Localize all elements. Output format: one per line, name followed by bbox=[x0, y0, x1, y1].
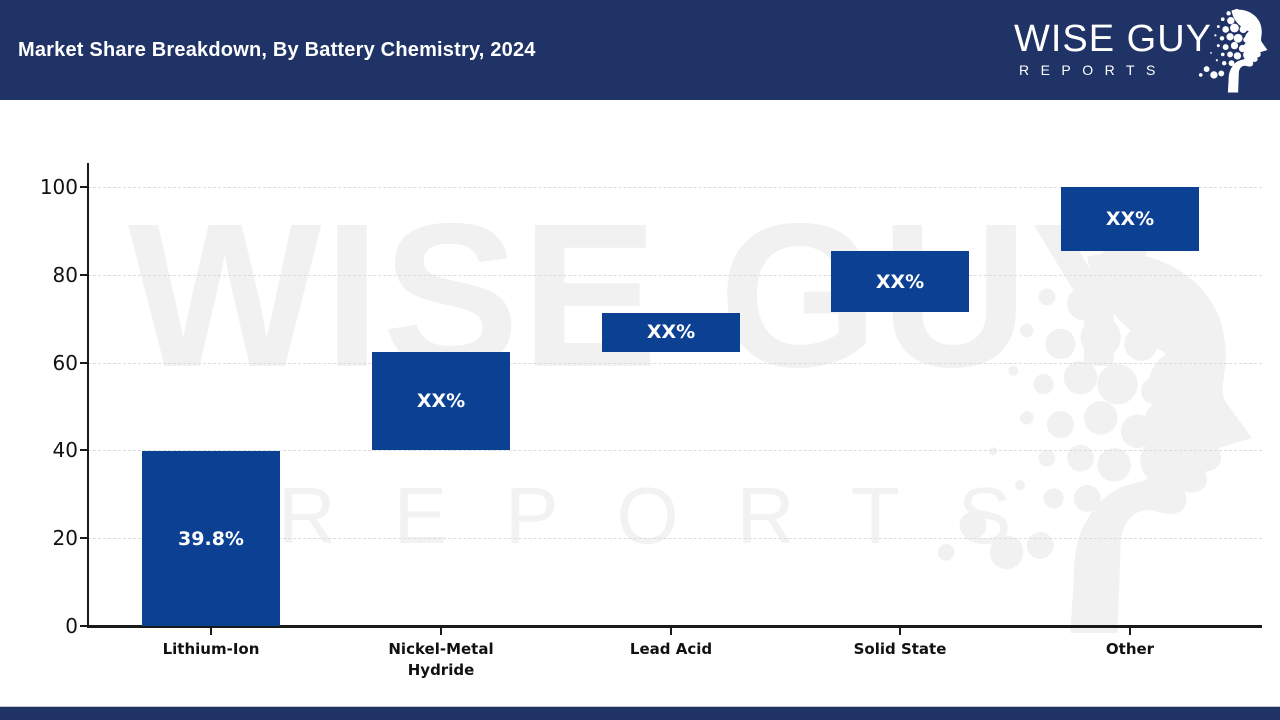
x-category-label: Lead Acid bbox=[629, 640, 713, 658]
y-tick-mark bbox=[80, 273, 88, 276]
x-tick-mark bbox=[210, 628, 212, 635]
x-tick-mark bbox=[440, 628, 442, 635]
y-tick-mark bbox=[80, 537, 88, 540]
bar-value-label: XX% bbox=[1105, 208, 1155, 231]
y-tick-label: 100 bbox=[39, 175, 78, 199]
y-tick-label: 20 bbox=[52, 526, 78, 551]
logo-subtext: REPORTS bbox=[1018, 61, 1167, 78]
y-gridline bbox=[88, 362, 1262, 364]
bar-lead-acid: XX% bbox=[602, 312, 740, 352]
y-axis bbox=[87, 163, 89, 628]
bar-nickel-metal-hydride: XX% bbox=[372, 351, 510, 451]
wiseguy-logo: WISE GUY REPORTS bbox=[1014, 6, 1270, 94]
bar-other: XX% bbox=[1061, 187, 1199, 252]
y-tick-label: 80 bbox=[52, 262, 78, 287]
y-tick-mark bbox=[80, 625, 88, 627]
y-tick-mark bbox=[80, 449, 88, 452]
y-tick-label: 60 bbox=[52, 350, 78, 375]
x-category-label: Nickel-Metal Hydride bbox=[388, 640, 494, 679]
bar-lithium-ion: 39.8% bbox=[142, 451, 280, 626]
wiseguy-logo-text: WISE GUY REPORTS bbox=[1013, 18, 1212, 78]
y-tick-label: 0 bbox=[65, 614, 78, 638]
waterfall-chart: 0 20 40 60 80 100 39.8% Lithium-Ion XX% Nickel-Me… bbox=[0, 100, 1280, 706]
y-gridline bbox=[88, 274, 1262, 276]
header-bar: Market Share Breakdown, By Battery Chemi… bbox=[0, 0, 1280, 100]
bar-value-label: XX% bbox=[416, 390, 466, 412]
y-tick-mark bbox=[80, 361, 88, 364]
x-tick-mark bbox=[899, 628, 901, 635]
x-category-label: Solid State bbox=[853, 640, 947, 658]
x-tick-mark bbox=[670, 628, 672, 635]
y-gridline bbox=[88, 538, 1262, 540]
bar-solid-state: XX% bbox=[831, 251, 969, 313]
footer-bar bbox=[0, 706, 1280, 720]
bar-value-label: XX% bbox=[646, 321, 696, 344]
wiseguy-head-icon bbox=[1198, 8, 1268, 93]
x-category-label: Other bbox=[1105, 640, 1155, 658]
x-axis bbox=[87, 625, 1262, 628]
y-gridline bbox=[88, 450, 1262, 452]
bar-value-label: XX% bbox=[875, 270, 925, 293]
y-tick-mark bbox=[80, 186, 88, 188]
logo-wordmark: WISE GUY bbox=[1013, 18, 1212, 60]
page-title: Market Share Breakdown, By Battery Chemi… bbox=[18, 38, 536, 61]
x-tick-mark bbox=[1129, 628, 1131, 635]
y-gridline bbox=[88, 187, 1262, 188]
bar-value-label: 39.8% bbox=[178, 527, 244, 550]
y-tick-label: 40 bbox=[52, 438, 78, 463]
x-category-label: Lithium-Ion bbox=[162, 640, 260, 658]
